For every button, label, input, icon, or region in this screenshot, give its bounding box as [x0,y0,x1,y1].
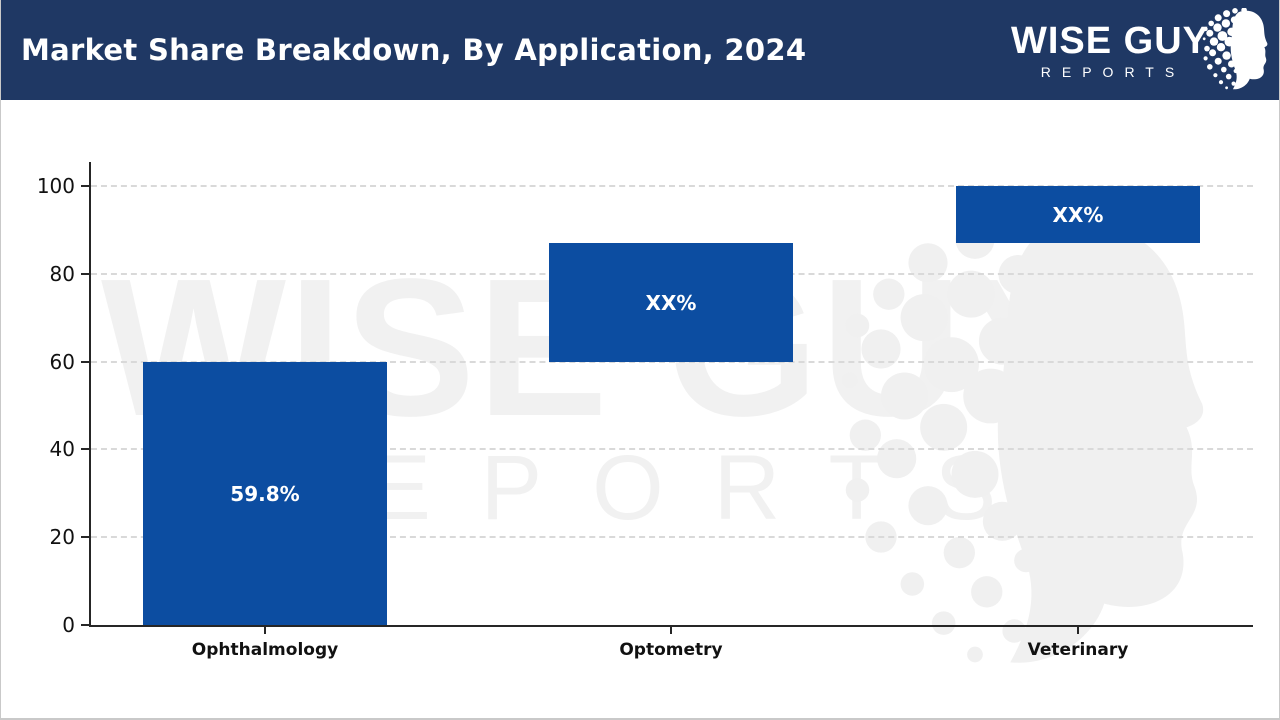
logo-subtitle: REPORTS [1040,63,1186,80]
bar-label-ophthalmology: 59.8% [230,481,300,506]
bar-optometry: XX% [549,243,793,363]
bar-label-veterinary: XX% [1052,202,1104,227]
gridline-20 [91,536,1253,539]
y-tick-0 [81,624,89,626]
x-tick-label-ophthalmology: Ophthalmology [191,640,339,660]
y-tick-label-60: 60 [49,349,75,374]
x-tick-label-optometry: Optometry [619,640,723,660]
y-tick-label-40: 40 [49,437,75,462]
plot-area: 0 20 40 60 80 100 59.8% Ophthalmology XX% Optomet… [37,162,1253,660]
logo-wordmark: WISE GUY [1010,19,1209,62]
bar-veterinary: XX% [956,186,1200,244]
x-tick-label-veterinary: Veterinary [1027,640,1129,660]
x-tick-optometry [670,627,672,634]
wiseguy-face-icon [1202,8,1268,90]
y-tick-80 [81,272,89,275]
gridline-100 [91,185,1253,187]
bar-label-optometry: XX% [645,290,697,315]
gridline-40 [91,448,1253,451]
header: Market Share Breakdown, By Application, … [1,0,1279,100]
x-axis-spine [89,625,1253,627]
x-tick-ophthalmology [264,627,266,634]
y-tick-label-80: 80 [49,261,75,286]
y-tick-20 [81,536,89,539]
bar-ophthalmology: 59.8% [143,362,387,625]
y-tick-label-0: 0 [62,613,75,637]
y-tick-100 [81,185,89,187]
y-tick-label-20: 20 [49,525,75,550]
y-tick-40 [81,448,89,451]
y-tick-label-100: 100 [36,174,75,198]
x-tick-veterinary [1077,627,1079,634]
wiseguy-logo-text: WISE GUY REPORTS [1011,22,1209,79]
page-title: Market Share Breakdown, By Application, … [21,33,807,67]
wiseguy-logo: WISE GUY REPORTS [1011,8,1271,92]
y-tick-60 [81,360,89,363]
y-axis-spine [89,162,91,627]
